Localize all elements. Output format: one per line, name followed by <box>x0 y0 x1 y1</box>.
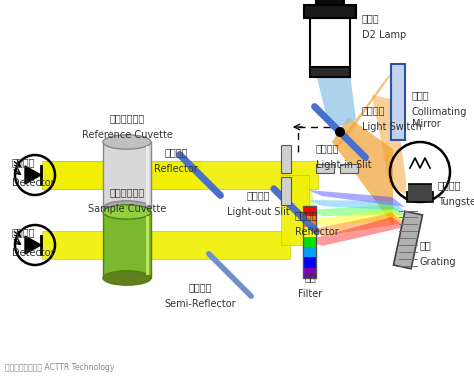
Text: 射出光縫: 射出光縫 <box>246 190 270 200</box>
Bar <box>310 67 350 77</box>
Polygon shape <box>308 213 405 236</box>
Polygon shape <box>308 205 405 216</box>
Polygon shape <box>281 170 318 227</box>
Text: 光切換器: 光切換器 <box>362 105 385 115</box>
Polygon shape <box>42 161 318 189</box>
Text: Semi-Reflector: Semi-Reflector <box>164 299 236 309</box>
Bar <box>391 64 405 140</box>
Bar <box>316 164 334 173</box>
Text: Collimating
Mirror: Collimating Mirror <box>412 107 467 128</box>
Text: Detector: Detector <box>12 248 55 258</box>
Text: Reflector: Reflector <box>154 164 198 174</box>
Polygon shape <box>308 190 405 207</box>
Bar <box>281 177 291 205</box>
Bar <box>103 212 151 278</box>
Bar <box>304 5 356 18</box>
Bar <box>103 142 151 208</box>
Text: Light-out Slit: Light-out Slit <box>227 207 289 217</box>
Text: 光偵測器: 光偵測器 <box>12 227 36 237</box>
Polygon shape <box>44 161 200 189</box>
Polygon shape <box>281 175 309 245</box>
Text: 光偵測器: 光偵測器 <box>12 157 36 167</box>
Bar <box>303 257 317 268</box>
Polygon shape <box>332 117 393 225</box>
Polygon shape <box>308 209 405 226</box>
Polygon shape <box>25 166 41 184</box>
Text: 氣燈源: 氣燈源 <box>362 13 380 23</box>
Bar <box>303 206 317 216</box>
Polygon shape <box>42 231 290 259</box>
Polygon shape <box>308 217 405 246</box>
Text: 入射光縫: 入射光縫 <box>316 143 339 153</box>
Circle shape <box>335 127 345 137</box>
Bar <box>303 216 317 226</box>
Bar <box>303 268 317 278</box>
Bar <box>303 237 317 247</box>
Bar <box>281 145 291 173</box>
Text: Tungsten Lamp: Tungsten Lamp <box>438 197 474 207</box>
Text: 半反射鏡: 半反射鏡 <box>188 282 212 292</box>
Text: 濾鏡: 濾鏡 <box>304 272 316 282</box>
Text: 勢動科技有限公司 ACTTR Technology: 勢動科技有限公司 ACTTR Technology <box>5 363 114 372</box>
Ellipse shape <box>103 271 151 285</box>
Ellipse shape <box>103 205 151 219</box>
Text: Grating: Grating <box>420 257 456 267</box>
Text: 全反射鏡: 全反射鏡 <box>164 147 188 157</box>
Text: Reflector: Reflector <box>295 227 339 237</box>
Text: Light-in Slit: Light-in Slit <box>316 160 372 170</box>
Bar <box>303 226 317 237</box>
Bar <box>393 211 422 269</box>
Text: 樣品比色液槽: 樣品比色液槽 <box>109 187 145 197</box>
Text: Filter: Filter <box>298 289 322 299</box>
Ellipse shape <box>103 135 151 149</box>
Ellipse shape <box>103 201 151 215</box>
Text: Light Switch: Light Switch <box>362 122 422 132</box>
Text: 光柵: 光柵 <box>420 240 432 250</box>
Text: 參考比色液槽: 參考比色液槽 <box>109 113 145 123</box>
Text: Detector: Detector <box>12 178 55 188</box>
Bar <box>316 0 344 5</box>
Text: 準直鏡: 準直鏡 <box>412 90 429 100</box>
Text: D2 Lamp: D2 Lamp <box>362 30 406 40</box>
Polygon shape <box>372 95 408 195</box>
Text: 全反射鏡: 全反射鏡 <box>295 210 319 220</box>
Text: Reference Cuvette: Reference Cuvette <box>82 130 173 140</box>
Bar <box>303 247 317 257</box>
Text: 鎢絲燈源: 鎢絲燈源 <box>438 180 462 190</box>
Bar <box>310 18 350 70</box>
Bar <box>303 206 317 278</box>
Bar <box>340 164 358 173</box>
Polygon shape <box>25 236 41 254</box>
Polygon shape <box>312 58 356 130</box>
Text: Sample Cuvette: Sample Cuvette <box>88 204 166 214</box>
Polygon shape <box>332 65 398 152</box>
Bar <box>407 184 433 202</box>
Polygon shape <box>308 200 405 211</box>
